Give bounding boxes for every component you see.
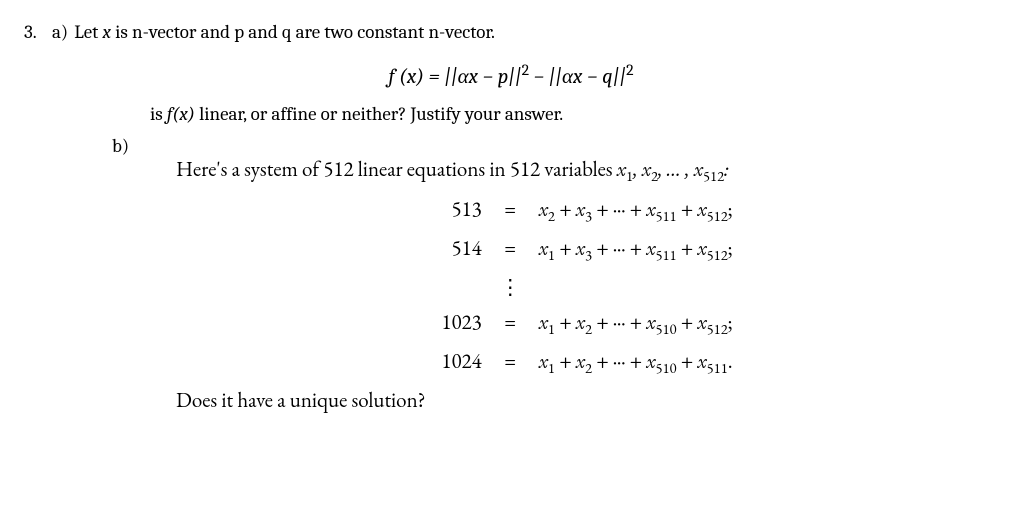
- eq-lhs-vd: [441, 273, 481, 302]
- var-x: x: [102, 21, 110, 43]
- text-mid: is n-vector and p and q are two constant…: [111, 21, 495, 43]
- part-b-label: b): [112, 135, 998, 157]
- eq-sign-2: =: [500, 234, 521, 267]
- part-b-vars: x1, x2, … , x512:: [617, 156, 729, 183]
- part-a-equation: f (x) = ||αx − p||2 − ||αx − q||2: [24, 61, 998, 89]
- eq-sign-4: =: [500, 347, 521, 380]
- eq-lhs-4: 1024: [441, 347, 481, 380]
- eq-rhs-2: x1 + x3 + ··· + x511 + x512;: [539, 234, 733, 267]
- text-is: is: [150, 103, 167, 125]
- part-b-final: Does it have a unique solution?: [176, 386, 998, 415]
- part-b-intro: Here's a system of 512 linear equations …: [176, 155, 998, 188]
- vdots: ⋮: [500, 273, 521, 302]
- part-a-intro: Let x is n-vector and p and q are two co…: [74, 18, 495, 47]
- question-number: 3.: [24, 18, 52, 47]
- eq-rhs-1: x2 + x3 + ··· + x511 + x512;: [539, 195, 733, 228]
- eq-lhs-2: 514: [441, 234, 481, 267]
- equation-grid: 513 = x2 + x3 + ··· + x511 + x512; 514 =…: [176, 195, 998, 379]
- text-rest: linear, or affine or neither? Justify yo…: [195, 103, 563, 125]
- eq-rhs-3: x1 + x2 + ··· + x510 + x512;: [539, 308, 733, 341]
- eq-lhs-1: 513: [441, 195, 481, 228]
- fx: f(x): [167, 103, 195, 125]
- eq-sign-3: =: [500, 308, 521, 341]
- part-b-equations: 513 = x2 + x3 + ··· + x511 + x512; 514 =…: [176, 195, 998, 379]
- eq-rhs-vd: [539, 273, 733, 302]
- part-a-label: a): [52, 18, 68, 47]
- text-let: Let: [74, 21, 102, 43]
- part-a-line1: 3. a) Let x is n-vector and p and q are …: [24, 18, 998, 47]
- part-a-line2: is f(x) linear, or affine or neither? Ju…: [150, 103, 998, 125]
- eq-sign-1: =: [500, 195, 521, 228]
- eq-lhs-3: 1023: [441, 308, 481, 341]
- eq-rhs-4: x1 + x2 + ··· + x510 + x511.: [539, 347, 733, 380]
- part-b-intro-text: Here's a system of 512 linear equations …: [176, 156, 617, 183]
